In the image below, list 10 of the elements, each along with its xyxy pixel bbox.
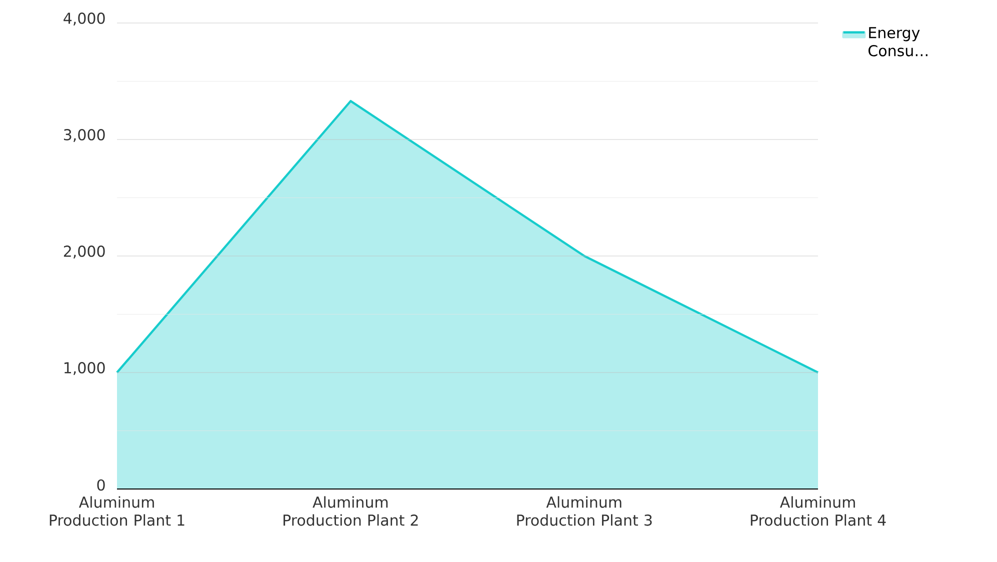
legend-label: Energy Consu… — [868, 27, 928, 56]
y-tick-label: 1,000 — [64, 362, 105, 375]
y-tick-label: 3,000 — [64, 129, 105, 142]
x-tick-label: Aluminum Production Plant 1 — [50, 496, 184, 526]
y-tick-label: 0 — [97, 479, 105, 491]
x-tick-label: Aluminum Production Plant 3 — [517, 496, 652, 526]
y-tick-label: 2,000 — [64, 246, 105, 258]
x-tick-label: Aluminum Production Plant 4 — [750, 496, 886, 526]
x-tick-label: Aluminum Production Plant 2 — [284, 496, 418, 526]
y-tick-label: 4,000 — [64, 12, 105, 26]
